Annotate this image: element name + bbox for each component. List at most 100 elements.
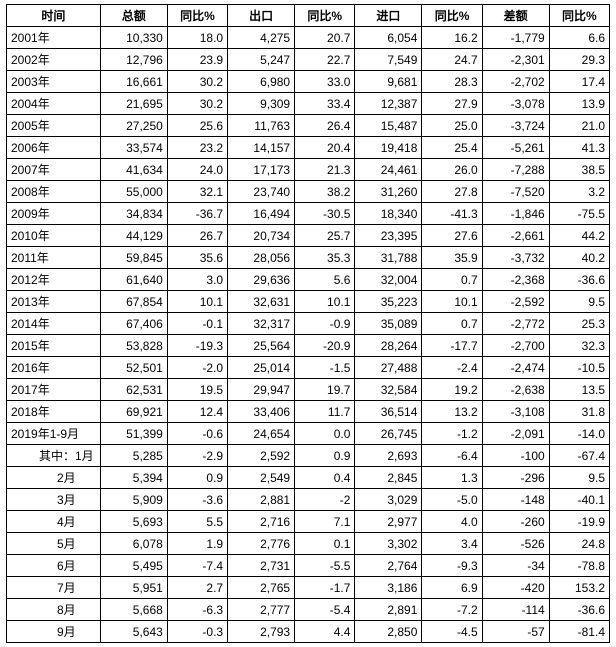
row-label: 2012年 bbox=[7, 269, 101, 291]
cell-import: 3,029 bbox=[355, 489, 422, 511]
cell-balance_yoy: 9.5 bbox=[549, 467, 609, 489]
cell-balance: -526 bbox=[482, 533, 549, 555]
cell-import_yoy: -4.5 bbox=[422, 621, 482, 643]
table-row: 2012年61,6403.029,6365.632,0040.7-2,368-3… bbox=[7, 269, 610, 291]
table-row: 3月5,909-3.62,881-23,029-5.0-148-40.1 bbox=[7, 489, 610, 511]
cell-export_yoy: -20.9 bbox=[295, 335, 355, 357]
row-label: 2016年 bbox=[7, 357, 101, 379]
cell-balance_yoy: 29.3 bbox=[549, 49, 609, 71]
cell-total: 53,828 bbox=[100, 335, 167, 357]
cell-export: 25,014 bbox=[228, 357, 295, 379]
cell-import_yoy: -1.2 bbox=[422, 423, 482, 445]
cell-import: 35,089 bbox=[355, 313, 422, 335]
cell-import: 6,054 bbox=[355, 27, 422, 49]
cell-import: 7,549 bbox=[355, 49, 422, 71]
cell-balance: -2,301 bbox=[482, 49, 549, 71]
cell-total_yoy: 32.1 bbox=[167, 181, 227, 203]
cell-export: 2,881 bbox=[228, 489, 295, 511]
cell-balance_yoy: 13.9 bbox=[549, 93, 609, 115]
cell-total: 55,000 bbox=[100, 181, 167, 203]
cell-export_yoy: -2 bbox=[295, 489, 355, 511]
cell-export: 4,275 bbox=[228, 27, 295, 49]
table-row: 4月5,6935.52,7167.12,9774.0-260-19.9 bbox=[7, 511, 610, 533]
cell-import_yoy: 27.8 bbox=[422, 181, 482, 203]
cell-total_yoy: 30.2 bbox=[167, 71, 227, 93]
row-label: 2010年 bbox=[7, 225, 101, 247]
cell-export_yoy: 11.7 bbox=[295, 401, 355, 423]
cell-total: 33,574 bbox=[100, 137, 167, 159]
cell-import: 31,260 bbox=[355, 181, 422, 203]
cell-export_yoy: -5.5 bbox=[295, 555, 355, 577]
cell-export_yoy: 35.3 bbox=[295, 247, 355, 269]
cell-import: 3,186 bbox=[355, 577, 422, 599]
row-label: 2013年 bbox=[7, 291, 101, 313]
row-label: 6月 bbox=[7, 555, 101, 577]
row-label: 2008年 bbox=[7, 181, 101, 203]
cell-import_yoy: 10.1 bbox=[422, 291, 482, 313]
cell-export_yoy: 0.9 bbox=[295, 445, 355, 467]
cell-export: 5,247 bbox=[228, 49, 295, 71]
cell-total_yoy: -6.3 bbox=[167, 599, 227, 621]
cell-import: 2,891 bbox=[355, 599, 422, 621]
cell-balance_yoy: 9.5 bbox=[549, 291, 609, 313]
cell-import: 32,004 bbox=[355, 269, 422, 291]
cell-total: 10,330 bbox=[100, 27, 167, 49]
cell-import: 2,693 bbox=[355, 445, 422, 467]
cell-balance: -2,091 bbox=[482, 423, 549, 445]
table-row: 其中：1月5,285-2.92,5920.92,693-6.4-100-67.4 bbox=[7, 445, 610, 467]
cell-import: 2,764 bbox=[355, 555, 422, 577]
cell-total: 67,854 bbox=[100, 291, 167, 313]
cell-import_yoy: -41.3 bbox=[422, 203, 482, 225]
cell-export_yoy: 0.0 bbox=[295, 423, 355, 445]
cell-total: 34,834 bbox=[100, 203, 167, 225]
cell-total_yoy: -7.4 bbox=[167, 555, 227, 577]
cell-export: 2,592 bbox=[228, 445, 295, 467]
cell-export: 2,765 bbox=[228, 577, 295, 599]
column-header-time: 时间 bbox=[7, 5, 101, 27]
row-label: 2004年 bbox=[7, 93, 101, 115]
cell-import_yoy: 4.0 bbox=[422, 511, 482, 533]
cell-export: 32,317 bbox=[228, 313, 295, 335]
cell-balance: -260 bbox=[482, 511, 549, 533]
cell-import: 18,340 bbox=[355, 203, 422, 225]
cell-balance_yoy: 6.6 bbox=[549, 27, 609, 49]
cell-export_yoy: 7.1 bbox=[295, 511, 355, 533]
cell-total: 12,796 bbox=[100, 49, 167, 71]
cell-total_yoy: -19.3 bbox=[167, 335, 227, 357]
cell-balance: -5,261 bbox=[482, 137, 549, 159]
column-header-export: 出口 bbox=[228, 5, 295, 27]
cell-total_yoy: 26.7 bbox=[167, 225, 227, 247]
cell-export: 29,636 bbox=[228, 269, 295, 291]
table-row: 2018年69,92112.433,40611.736,51413.2-3,10… bbox=[7, 401, 610, 423]
cell-import_yoy: 27.6 bbox=[422, 225, 482, 247]
row-label: 5月 bbox=[7, 533, 101, 555]
cell-import: 36,514 bbox=[355, 401, 422, 423]
cell-total: 27,250 bbox=[100, 115, 167, 137]
cell-total: 69,921 bbox=[100, 401, 167, 423]
cell-import_yoy: 27.9 bbox=[422, 93, 482, 115]
cell-export: 29,947 bbox=[228, 379, 295, 401]
cell-export: 6,980 bbox=[228, 71, 295, 93]
cell-export: 2,777 bbox=[228, 599, 295, 621]
cell-import: 15,487 bbox=[355, 115, 422, 137]
cell-balance: -57 bbox=[482, 621, 549, 643]
cell-export_yoy: -30.5 bbox=[295, 203, 355, 225]
row-label: 2014年 bbox=[7, 313, 101, 335]
cell-import: 23,395 bbox=[355, 225, 422, 247]
table-row: 2004年21,69530.29,30933.412,38727.9-3,078… bbox=[7, 93, 610, 115]
cell-import_yoy: 25.4 bbox=[422, 137, 482, 159]
cell-import: 2,977 bbox=[355, 511, 422, 533]
cell-total: 5,668 bbox=[100, 599, 167, 621]
cell-total: 21,695 bbox=[100, 93, 167, 115]
cell-total: 61,640 bbox=[100, 269, 167, 291]
cell-balance: -2,638 bbox=[482, 379, 549, 401]
cell-total_yoy: 0.9 bbox=[167, 467, 227, 489]
column-header-total: 总额 bbox=[100, 5, 167, 27]
table-row: 2016年52,501-2.025,014-1.527,488-2.4-2,47… bbox=[7, 357, 610, 379]
cell-export: 16,494 bbox=[228, 203, 295, 225]
row-label: 2005年 bbox=[7, 115, 101, 137]
row-label: 2018年 bbox=[7, 401, 101, 423]
cell-balance_yoy: -81.4 bbox=[549, 621, 609, 643]
row-label: 2006年 bbox=[7, 137, 101, 159]
cell-export: 2,549 bbox=[228, 467, 295, 489]
